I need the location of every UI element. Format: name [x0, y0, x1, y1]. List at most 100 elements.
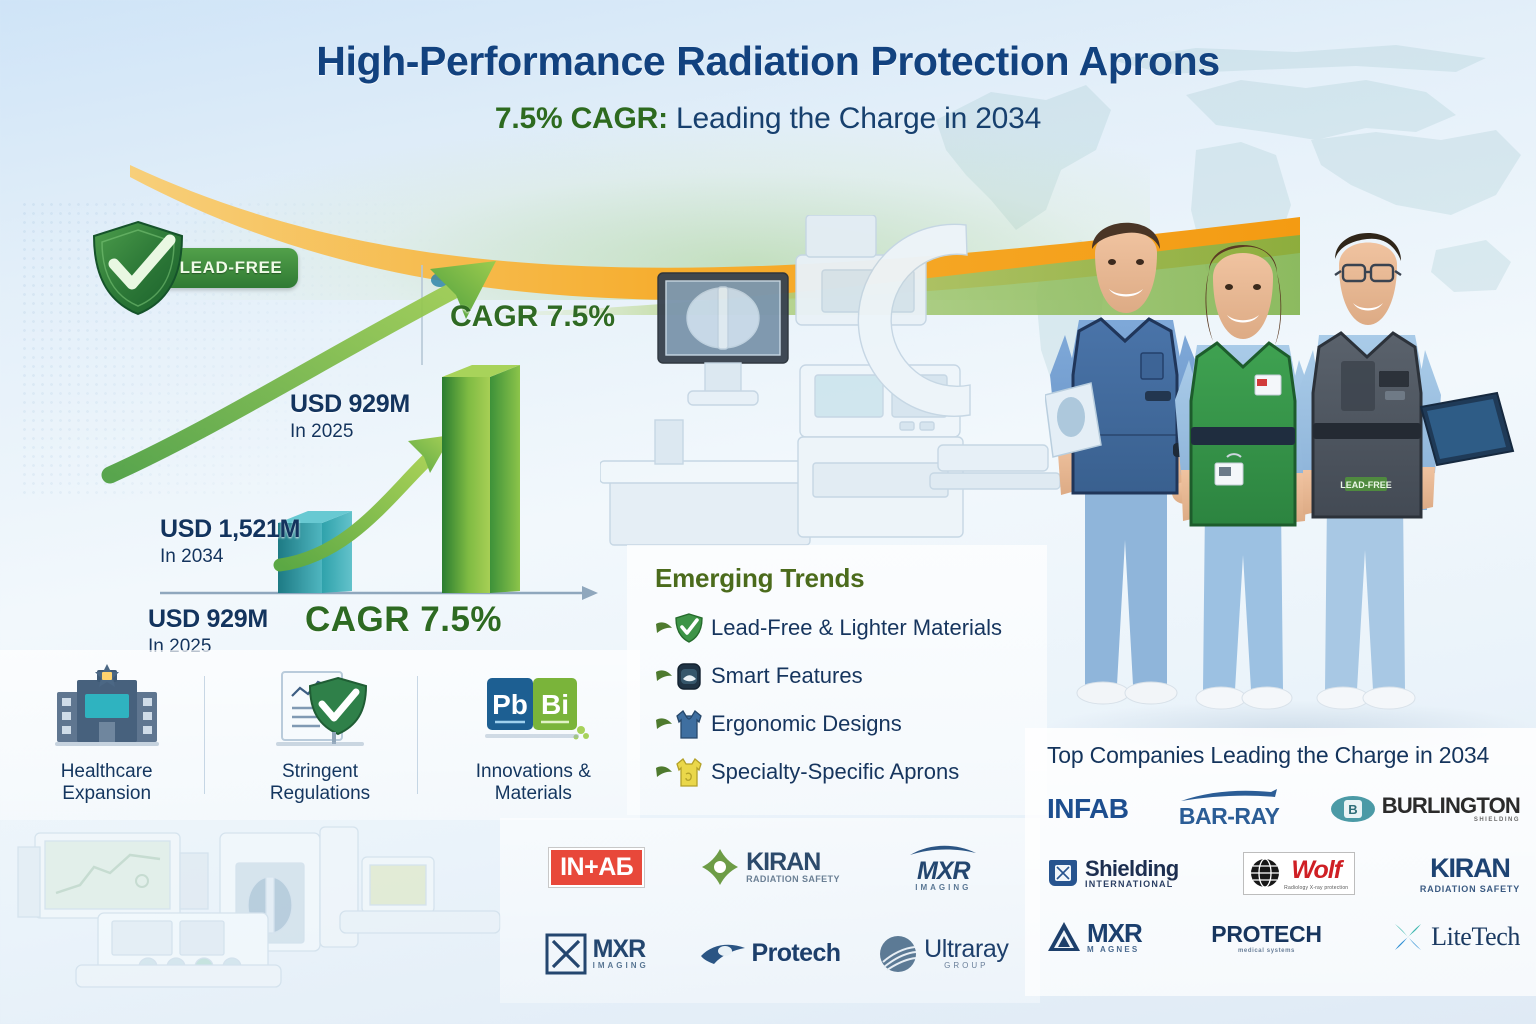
logo-text: Protech: [751, 939, 841, 968]
logo-subtext: GROUP: [944, 961, 989, 971]
logo-subtext: Radiology X-ray protection: [1284, 884, 1349, 891]
green-shield-check-icon: [675, 613, 703, 643]
driver-label: Innovations & Materials: [441, 761, 626, 804]
logo-burlington: B BURLINGTON SHIELDING: [1330, 793, 1521, 824]
company-row-2: Shielding INTERNATIONAL Wolf Radiology X…: [1047, 841, 1520, 905]
logo-subtext: medical systems: [1237, 947, 1295, 954]
lead-free-badge: LEAD-FREE: [86, 218, 301, 318]
medical-imaging-equipment-illustration: [600, 215, 1061, 546]
logo-protech: Protech: [700, 940, 841, 968]
company-row-3: MXR M AGNES PROTECH medical systems Lite…: [1047, 905, 1520, 969]
logo-wolf: Wolf Radiology X-ray protection: [1243, 851, 1356, 895]
logo-text: Ultraray: [924, 935, 1009, 964]
driver-label-line1: Innovations &: [475, 761, 591, 782]
driver-label: Healthcare Expansion: [14, 761, 199, 804]
logo-subtext: IMAGING: [915, 883, 972, 893]
svg-text:Pb: Pb: [492, 689, 528, 720]
callout-value: USD 929M: [290, 390, 410, 418]
top-companies-heading: Top Companies Leading the Charge in 2034: [1047, 742, 1490, 768]
logo-mxr-imaging-top: MXR IMAGING: [908, 842, 978, 892]
subtitle-cagr-highlight: 7.5% CAGR:: [494, 102, 668, 135]
yellow-apron-icon: [676, 758, 702, 787]
driver-innovations-materials: Pb Bi Innovations & Materials: [441, 664, 626, 804]
trend-label: Ergonomic Designs: [711, 711, 902, 736]
mxr-swoosh-icon: [910, 845, 977, 856]
svg-text:Bi: Bi: [541, 689, 569, 720]
lead-free-label: LEAD-FREE: [179, 258, 283, 277]
logo-subtext: RADIATION SAFETY: [746, 874, 840, 885]
logo-infab: INFAB: [1047, 793, 1129, 824]
logo-litetech: LiteTech: [1391, 920, 1520, 954]
logo-kiran-companies: KIRAN RADIATION SAFETY: [1420, 853, 1520, 894]
logo-subtext: RADIATION SAFETY: [1419, 883, 1520, 894]
chart-cagr-arrow-label: CAGR 7.5%: [450, 300, 616, 333]
logo-text: Shielding: [1085, 855, 1179, 881]
mxr-triangle-icon: [1048, 922, 1080, 951]
logo-ultraray: Ultraray GROUP: [878, 934, 1009, 974]
divider: [204, 676, 206, 794]
medical-professionals-photo: LEAD-FREE: [1045, 222, 1515, 710]
trend-label: Smart Features: [711, 663, 863, 688]
callout-period: In 2034: [160, 546, 224, 567]
logo-text: LiteTech: [1431, 922, 1520, 951]
pb-bi-elements-icon: Pb Bi: [485, 678, 590, 740]
driver-label-line2: Expansion: [62, 782, 152, 804]
wolf-globe-icon: [1251, 858, 1280, 888]
logo-text: MXR: [917, 857, 971, 886]
logo-text: KIRAN: [1430, 852, 1511, 883]
chart-callout-2034: USD 1,521M In 2034: [160, 515, 300, 568]
radiology-workstation-illustration: [17, 826, 501, 988]
logo-mxr-companies: MXR M AGNES: [1047, 918, 1143, 954]
driver-label: Stringent Regulations: [227, 761, 412, 804]
top-companies-panel: Top Companies Leading the Charge in 2034…: [1025, 728, 1536, 996]
page-title: High-Performance Radiation Protection Ap…: [316, 38, 1220, 84]
market-drivers-panel: Healthcare Expansion Stringent Regulatio…: [0, 650, 640, 820]
person-male-blue-apron: [1045, 222, 1201, 705]
document-shield-icon: [275, 671, 367, 746]
leaf-arrow-icon: [656, 718, 672, 729]
bar-chart-graphic: [101, 261, 598, 600]
emerging-trends-heading: Emerging Trends: [655, 563, 865, 593]
trend-label: Specialty-Specific Aprons: [711, 759, 960, 784]
hospital-icon: [54, 664, 159, 746]
person-female-green-apron: [1175, 245, 1313, 710]
logo-text: BAR-RAY: [1178, 802, 1280, 829]
logo-subtext: SHIELDING: [1473, 817, 1520, 823]
smart-device-icon: [677, 663, 701, 690]
logo-text: IN+AБ: [560, 852, 634, 881]
shielding-emblem-icon: [1049, 860, 1077, 886]
logo-shielding-international: Shielding INTERNATIONAL: [1047, 856, 1179, 890]
logo-subtext: IMAGING: [592, 961, 649, 971]
kiran-cross-icon: [702, 849, 739, 886]
logo-inab: IN+AБ: [548, 846, 646, 888]
subtitle-rest: Leading the Charge in 2034: [667, 102, 1042, 135]
shield-check-icon: [92, 220, 184, 316]
logo-text: MXR: [592, 935, 647, 964]
logo-text: BURLINGTON: [1381, 793, 1521, 818]
logo-protech-companies: PROTECH medical systems: [1211, 920, 1322, 954]
driver-label-line1: Stringent: [281, 761, 358, 782]
driver-label-line2: Materials: [494, 782, 572, 804]
callout-value: USD 929M: [148, 605, 268, 633]
svg-text:LEAD-FREE: LEAD-FREE: [1340, 480, 1392, 490]
logo-mxr-imaging-bottom: MXR IMAGING: [545, 933, 649, 975]
callout-period: In 2025: [290, 421, 354, 442]
trend-item-ergonomic-designs: Ergonomic Designs: [655, 700, 1047, 748]
leaf-arrow-icon: [656, 766, 672, 777]
driver-label-line2: Regulations: [269, 782, 371, 804]
leaf-arrow-icon: [656, 670, 672, 681]
company-row-1: INFAB BAR-RAY B BURLINGTON SHIELDING: [1047, 777, 1521, 841]
trend-item-specialty-aprons: Specialty-Specific Aprons: [655, 748, 1047, 796]
burlington-emblem-icon: B: [1330, 796, 1375, 822]
logo-kiran: KIRAN RADIATION SAFETY: [700, 847, 840, 887]
logo-subtext: M AGNES: [1087, 945, 1140, 954]
mxr-emblem-icon: [545, 933, 587, 975]
logo-text: PROTECH: [1211, 920, 1322, 947]
logo-text: MXR: [1087, 918, 1143, 948]
logo-text: Wolf: [1291, 855, 1342, 884]
driver-stringent-regulations: Stringent Regulations: [227, 664, 419, 804]
trend-item-smart-features: Smart Features: [655, 652, 1047, 700]
emerging-trends-panel: Emerging Trends Lead-Free & Lighter Mate…: [627, 545, 1047, 815]
divider: [417, 676, 419, 794]
